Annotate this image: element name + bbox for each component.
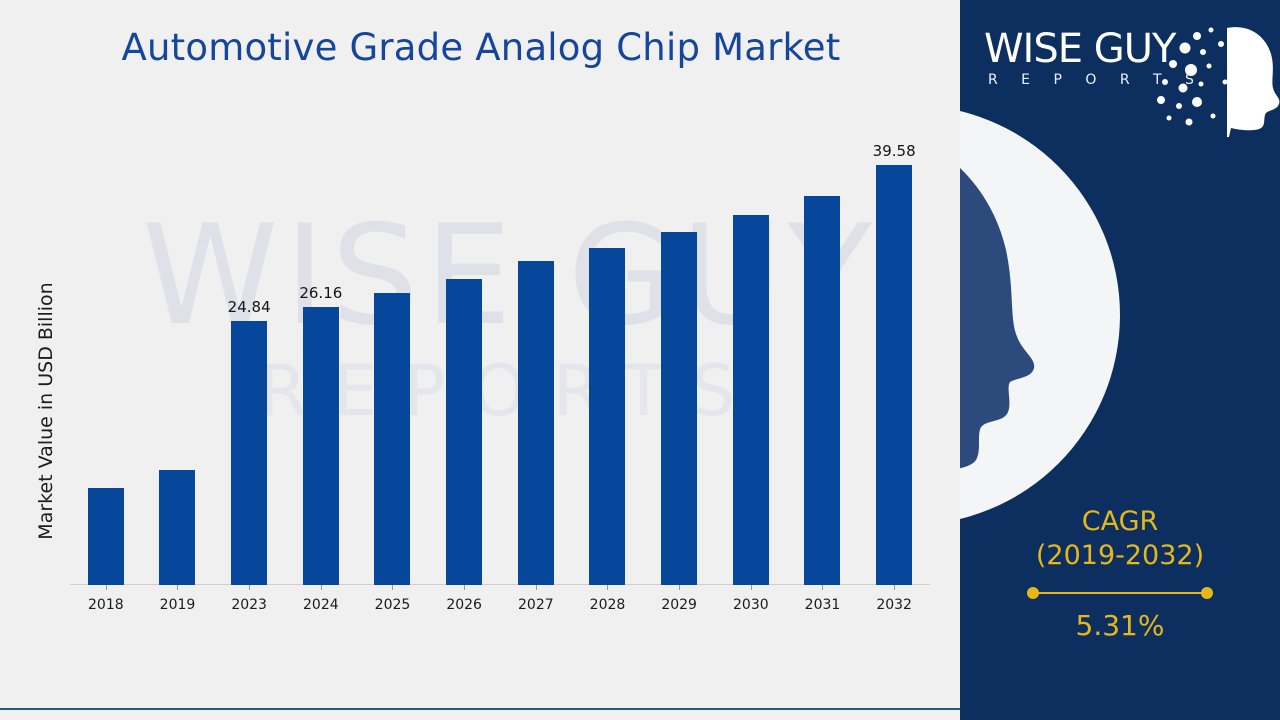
divider-dot-right (1201, 586, 1213, 599)
x-axis-label-2032: 2032 (876, 597, 912, 613)
bar-group-2019: 2019 (142, 150, 214, 613)
bar-group-2027: 2027 (500, 150, 572, 613)
x-tick-2023 (249, 585, 251, 590)
x-tick-2031 (822, 585, 824, 590)
bar-group-2025: 2025 (357, 150, 429, 613)
chart-panel: WISE GUY REPORTS Automotive Grade Analog… (0, 26, 962, 710)
cagr-label: CAGR (1081, 506, 1159, 537)
bar-2018[interactable] (87, 488, 124, 585)
divider-rule (1033, 591, 1207, 594)
bar-value-label-2023: 24.84 (227, 298, 271, 317)
brand-logo: WISE GUY R E P O R T S (960, 28, 1280, 88)
x-tick-2030 (750, 585, 752, 590)
cagr-divider (1027, 586, 1213, 599)
bar-group-2032: 39.58 2032 (858, 142, 930, 613)
bar-2025[interactable] (374, 293, 411, 585)
x-tick-2032 (894, 585, 896, 590)
bar-2029[interactable] (661, 231, 698, 585)
bar-2030[interactable] (732, 214, 769, 585)
x-tick-2029 (679, 585, 681, 590)
x-tick-2026 (464, 585, 466, 590)
bar-2028[interactable] (589, 247, 626, 585)
bar-2026[interactable] (446, 279, 483, 585)
bar-group-2023: 24.84 2023 (213, 150, 285, 613)
logo-subtitle: R E P O R T S (988, 72, 1204, 88)
bottom-accent-strip (0, 708, 962, 710)
cagr-period: (2019-2032) (1035, 539, 1205, 571)
x-tick-2024 (320, 585, 322, 590)
bar-group-2030: 2030 (715, 150, 787, 613)
x-axis-label-2018: 2018 (88, 597, 124, 613)
brand-panel: WISE GUY R E P O R T S CAGR (2019-2032) … (960, 0, 1280, 720)
cagr-block: CAGR (2019-2032) 5.31% (960, 505, 1280, 642)
x-axis-label-2027: 2027 (518, 597, 554, 613)
bar-group-2018: 2018 (70, 150, 142, 613)
bar-2032[interactable] (876, 165, 913, 585)
bar-value-label-2032: 39.58 (872, 142, 916, 161)
x-axis-label-2029: 2029 (661, 597, 697, 613)
bar-2023[interactable] (231, 321, 268, 585)
x-tick-2018 (105, 585, 107, 590)
y-axis-title: Market Value in USD Billion (35, 282, 57, 540)
x-axis-label-2031: 2031 (804, 597, 841, 613)
cagr-value: 5.31% (1075, 608, 1165, 642)
logo-wordmark: WISE GUY (984, 26, 1176, 72)
bar-2031[interactable] (804, 195, 841, 585)
bar-group-2029: 2029 (643, 150, 715, 613)
x-axis-label-2024: 2024 (303, 597, 339, 613)
circle-graphic (960, 105, 1120, 525)
bar-group-2024: 26.16 2024 (285, 150, 357, 613)
x-tick-2019 (177, 585, 179, 590)
x-axis-label-2030: 2030 (733, 597, 769, 613)
bar-group-2031: 2031 (787, 150, 859, 613)
x-axis-label-2025: 2025 (374, 597, 411, 613)
bar-2019[interactable] (159, 470, 196, 585)
x-axis-line (70, 584, 930, 585)
bar-2027[interactable] (517, 261, 554, 585)
bar-group-2028: 2028 (572, 150, 644, 613)
x-tick-2028 (607, 585, 609, 590)
x-tick-2027 (535, 585, 537, 590)
page-title: Automotive Grade Analog Chip Market (121, 26, 841, 69)
plot-area: 2018 2019 24.84 2023 26.16 2024 2025 2026 2027 20… (70, 142, 930, 613)
x-axis-label-2019: 2019 (159, 597, 196, 613)
bar-2024[interactable] (302, 307, 339, 585)
bar-value-label-2024: 26.16 (299, 284, 343, 303)
bar-group-2026: 2026 (428, 150, 500, 613)
x-axis-label-2023: 2023 (231, 597, 267, 613)
x-axis-label-2028: 2028 (589, 597, 626, 613)
x-axis-label-2026: 2026 (446, 597, 482, 613)
x-tick-2025 (392, 585, 394, 590)
